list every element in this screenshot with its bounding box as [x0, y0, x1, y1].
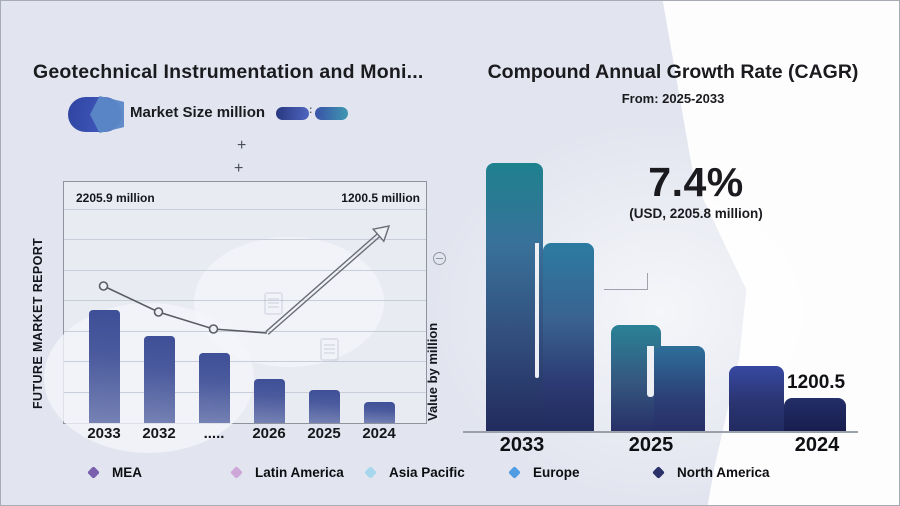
gridline — [64, 392, 426, 393]
plus-mark-bottom: + — [234, 160, 244, 177]
legend-pill-blue — [276, 107, 309, 120]
ghost-document-icon — [320, 338, 339, 361]
market-size-bar-2025 — [309, 390, 340, 423]
capsule-hex-face — [90, 96, 124, 133]
cagr-bar-2033-2 — [543, 243, 594, 431]
market-size-bar-2032 — [144, 336, 175, 423]
x-tick-2025: 2025 — [307, 425, 341, 442]
gridline — [64, 239, 426, 240]
plot-background-blob — [194, 237, 384, 367]
ghost-document-icon — [264, 292, 283, 315]
legend-label: Asia Pacific — [389, 465, 465, 480]
right-chart-title: Compound Annual Growth Rate (CAGR) — [487, 61, 859, 83]
right-chart-axis-line — [463, 431, 858, 433]
cagr-bar-2024-2 — [784, 398, 846, 431]
legend-item-asia-pacific[interactable]: Asia Pacific — [364, 465, 465, 480]
x-tick-.....: ..... — [203, 425, 225, 442]
diamond-icon — [364, 466, 377, 479]
trend-line-and-arrow — [98, 225, 391, 335]
left-chart-min-value-label: 1200.5 million — [341, 191, 420, 205]
value-by-million-axis-label: Value by million — [425, 322, 440, 421]
x-tick-2024: 2024 — [794, 434, 840, 456]
x-tick-2025: 2025 — [628, 434, 674, 456]
cagr-value-block: 7.4% (USD, 2205.8 million) — [576, 159, 816, 222]
gridline — [64, 300, 426, 301]
market-size-bar-2033 — [89, 310, 120, 423]
cagr-percent: 7.4% — [648, 159, 744, 205]
x-tick-2033: 2033 — [499, 434, 545, 456]
circle-minus-icon[interactable] — [433, 252, 446, 265]
diamond-icon — [230, 466, 243, 479]
legend-label: Europe — [533, 465, 580, 480]
diamond-icon — [652, 466, 665, 479]
market-size-legend-label: Market Size million — [130, 104, 266, 121]
legend-item-latin-america[interactable]: Latin America — [230, 465, 344, 480]
legend-item-north-america[interactable]: North America — [652, 465, 770, 480]
left-chart-plot-area: 2205.9 million 1200.5 million — [44, 181, 427, 453]
legend-label: Latin America — [255, 465, 344, 480]
x-tick-2026: 2026 — [252, 425, 286, 442]
legend-label: North America — [677, 465, 770, 480]
cagr-bar-2025-2 — [654, 346, 705, 431]
plus-mark-top: + — [237, 137, 247, 154]
diamond-icon — [508, 466, 521, 479]
right-chart-annotation-1200: 1200.5 — [787, 372, 846, 393]
bar-notch — [535, 243, 539, 378]
legend-item-mea[interactable]: MEA — [87, 465, 142, 480]
legend-pill-teal — [315, 107, 348, 120]
legend-pill-separator: : — [309, 105, 313, 116]
legend-label: MEA — [112, 465, 142, 480]
left-chart-title: Geotechnical Instrumentation and Moni... — [33, 61, 424, 83]
legend-item-europe[interactable]: Europe — [508, 465, 580, 480]
x-tick-2032: 2032 — [142, 425, 176, 442]
right-chart-subtitle: From: 2025-2033 — [621, 91, 725, 106]
x-tick-2024: 2024 — [362, 425, 396, 442]
bar-notch — [647, 346, 654, 397]
growth-arrow — [265, 225, 391, 335]
gridline — [64, 209, 426, 210]
cagr-bar-2024-1 — [729, 366, 784, 431]
market-size-bar-2024 — [364, 402, 395, 423]
corner-bracket-decoration — [604, 273, 648, 290]
cagr-bar-2033-1 — [486, 163, 543, 431]
diamond-icon — [87, 466, 100, 479]
gridline — [64, 361, 426, 362]
left-chart-max-value-label: 2205.9 million — [76, 191, 155, 205]
x-tick-2033: 2033 — [87, 425, 121, 442]
future-market-report-watermark: FUTURE MARKET REPORT — [31, 237, 45, 409]
capsule-3d-icon — [68, 96, 124, 133]
cagr-detail: (USD, 2205.8 million) — [629, 206, 763, 222]
gridline — [64, 270, 426, 271]
market-size-bar-2026 — [254, 379, 285, 423]
market-size-bar-..... — [199, 353, 230, 423]
